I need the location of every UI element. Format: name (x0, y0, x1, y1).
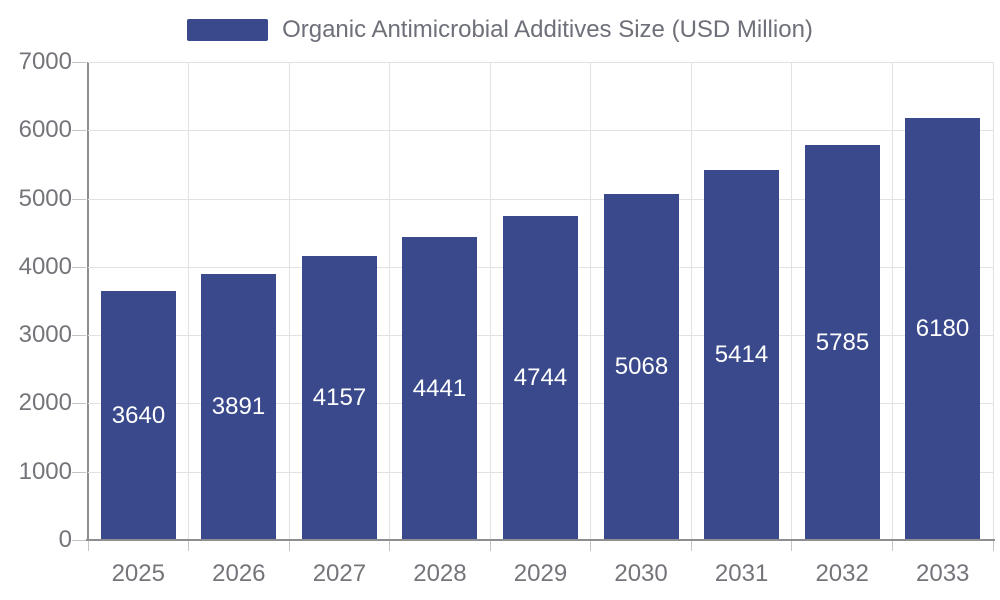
x-tick-label: 2031 (714, 560, 769, 587)
bar-value-label: 4744 (513, 364, 568, 391)
gridline (88, 198, 993, 200)
gridline (88, 130, 993, 132)
y-tick-label: 4000 (18, 252, 72, 280)
y-axis-tick-icon (72, 540, 86, 541)
x-axis-tick-icon (690, 540, 692, 551)
bar-2028[interactable]: 4441 (402, 237, 477, 540)
gridline (690, 62, 692, 540)
bar-2030[interactable]: 5068 (604, 194, 679, 540)
gridline (992, 62, 994, 540)
x-axis-tick-icon (992, 540, 994, 551)
bar-value-label: 4157 (312, 384, 367, 411)
y-axis-tick-icon (72, 62, 86, 63)
bar-2029[interactable]: 4744 (503, 216, 578, 540)
y-axis-tick-icon (72, 130, 86, 132)
gridline (188, 62, 190, 540)
bar-2032[interactable]: 5785 (805, 145, 880, 540)
x-axis-line (86, 539, 995, 541)
y-tick-label: 7000 (18, 48, 72, 75)
x-axis-tick-icon (188, 540, 190, 551)
y-axis-tick-icon (72, 471, 86, 473)
bar-2027[interactable]: 4157 (302, 256, 377, 540)
bar-2031[interactable]: 5414 (704, 170, 779, 540)
y-axis-tick-icon (72, 198, 86, 200)
bar-value-label: 5068 (614, 353, 669, 380)
x-axis-tick-icon (791, 540, 793, 551)
bar-2026[interactable]: 3891 (201, 274, 276, 540)
gridline (288, 62, 290, 540)
x-tick-label: 2032 (815, 560, 869, 587)
y-axis-line (87, 62, 89, 540)
x-axis-tick-icon (891, 540, 893, 551)
gridline (489, 62, 491, 540)
x-tick-label: 2033 (916, 560, 970, 587)
x-axis-tick-icon (389, 540, 391, 551)
x-tick-label: 2028 (413, 560, 467, 587)
x-axis-tick-icon (590, 540, 592, 551)
gridline (88, 62, 993, 63)
x-tick-label: 2026 (212, 560, 266, 587)
y-tick-label: 6000 (18, 116, 72, 144)
x-tick-label: 2027 (312, 560, 367, 587)
legend[interactable]: Organic Antimicrobial Additives Size (US… (0, 16, 1000, 44)
x-axis-tick-icon (288, 540, 290, 551)
bar-value-label: 6180 (915, 315, 970, 342)
x-tick-label: 2025 (111, 560, 165, 587)
y-tick-label: 3000 (18, 321, 72, 349)
legend-swatch-icon[interactable] (187, 19, 269, 41)
y-tick-label: 1000 (18, 457, 72, 485)
bar-value-label: 5785 (815, 328, 870, 356)
bar-value-label: 3640 (111, 401, 166, 429)
x-axis-tick-icon (489, 540, 491, 551)
gridline (891, 62, 893, 540)
x-tick-label: 2030 (614, 560, 668, 587)
bar-value-label: 3891 (211, 393, 266, 420)
x-axis-tick-icon (87, 540, 89, 551)
gridline (389, 62, 391, 540)
y-axis-tick-icon (72, 266, 86, 268)
legend-label[interactable]: Organic Antimicrobial Additives Size (US… (282, 16, 813, 43)
bar-value-label: 4441 (412, 374, 467, 402)
gridline (791, 62, 793, 540)
gridline (590, 62, 592, 540)
bar-2025[interactable]: 3640 (101, 291, 176, 540)
y-tick-label: 0 (58, 526, 72, 553)
y-axis-tick-icon (72, 335, 86, 337)
bar-2033[interactable]: 6180 (905, 118, 980, 540)
bar-value-label: 5414 (714, 341, 769, 368)
x-tick-label: 2029 (513, 560, 568, 587)
y-tick-label: 2000 (18, 389, 72, 417)
y-tick-label: 5000 (18, 184, 72, 212)
y-axis-tick-icon (72, 403, 86, 405)
plot-area: 3640 3891 4157 4441 4744 5068 5414 5785 6180 (72, 62, 995, 551)
